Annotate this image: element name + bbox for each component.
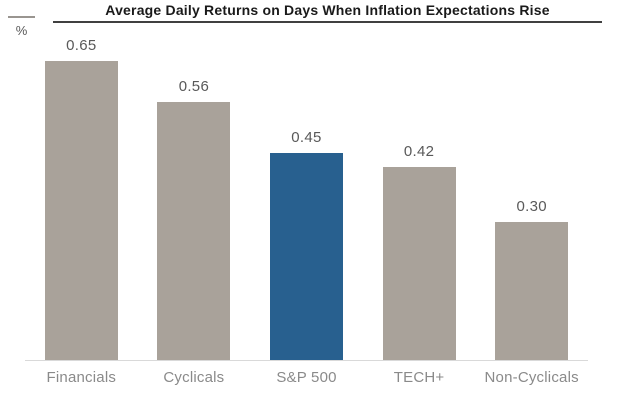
y-axis-unit-tick xyxy=(8,16,35,18)
bar-non-cyclicals xyxy=(495,222,569,360)
bar-column-non-cyclicals: 0.30 xyxy=(475,30,588,360)
bar-column-financials: 0.65 xyxy=(25,30,138,360)
bar-column-tech: 0.42 xyxy=(363,30,476,360)
category-label-tech: TECH+ xyxy=(393,369,445,386)
bar-cyclicals xyxy=(157,102,231,360)
category-label-financials: Financials xyxy=(46,369,117,386)
value-label-non-cyclicals: 0.30 xyxy=(516,198,547,215)
category-label-non-cyclicals: Non-Cyclicals xyxy=(484,369,579,386)
value-label-s-p-500: 0.45 xyxy=(291,129,322,146)
value-label-financials: 0.65 xyxy=(66,37,97,54)
bar-column-s-p-500: 0.45 xyxy=(250,30,363,360)
category-axis: Financials Cyclicals S&P 500 TECH+ Non-Cycli… xyxy=(25,369,588,386)
chart-title: Average Daily Returns on Days When Infla… xyxy=(53,2,602,23)
value-label-tech: 0.42 xyxy=(403,143,435,160)
bar-financials xyxy=(44,61,118,360)
bar-tech xyxy=(382,167,456,360)
bar-s-p-500 xyxy=(269,153,343,360)
y-axis-unit-label: % xyxy=(15,23,28,38)
value-label-cyclicals: 0.56 xyxy=(178,78,210,95)
category-label-cyclicals: Cyclicals xyxy=(163,369,225,386)
category-label-s-p-500: S&P 500 xyxy=(276,369,337,386)
plot-area: 0.65 0.56 0.45 0.42 0.30 xyxy=(25,30,588,361)
bar-column-cyclicals: 0.56 xyxy=(138,30,251,360)
